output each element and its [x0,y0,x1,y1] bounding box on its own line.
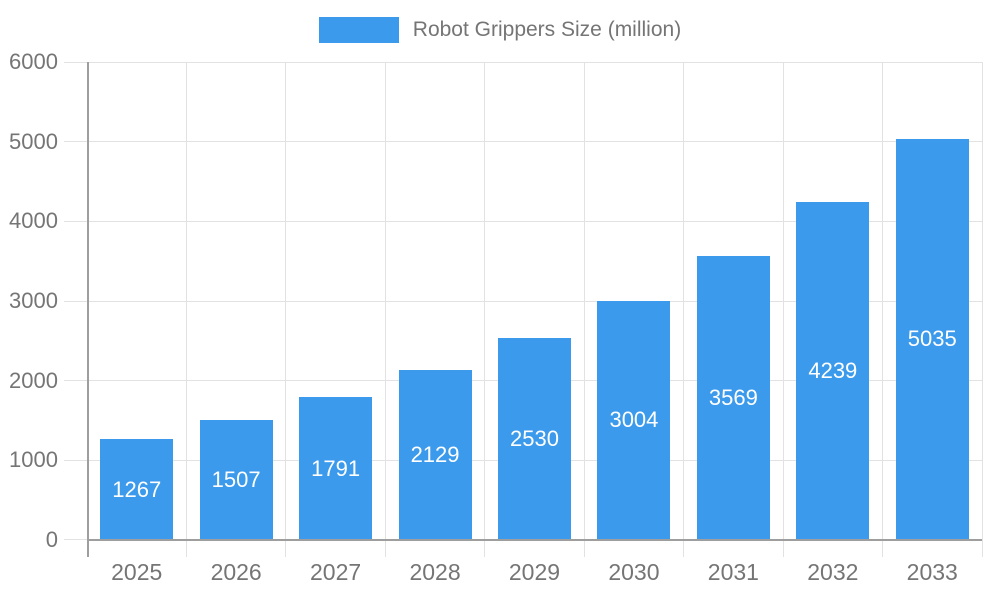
h-gridline-6000 [64,61,982,63]
y-tick-label-6000: 6000 [9,49,58,74]
h-gridline-3000 [64,300,982,302]
x-tick-label-2032: 2032 [807,559,859,585]
v-gridline-8 [882,62,884,557]
x-axis-line [87,539,982,541]
bar-value-label-2026: 1507 [211,466,261,492]
y-tick-label-4000: 4000 [9,208,58,234]
v-gridline-9 [981,62,983,557]
bar-2028[interactable]: 2129 [398,370,472,540]
bar-2031[interactable]: 3569 [696,255,770,540]
v-gridline-4 [484,62,486,557]
x-tick-label-2028: 2028 [409,559,461,585]
h-gridline-4000 [64,220,982,222]
bar-2027[interactable]: 1791 [299,397,373,540]
v-gridline-5 [583,62,585,557]
bar-2026[interactable]: 1507 [199,419,273,540]
legend-swatch-icon [318,17,399,43]
v-gridline-3 [384,62,386,557]
bar-value-label-2029: 2530 [510,426,559,452]
v-gridline-1 [185,62,187,557]
bar-value-label-2028: 2129 [410,442,460,468]
x-tick-label-2030: 2030 [608,559,660,585]
y-tick-label-3000: 3000 [9,288,58,313]
legend-label: Robot Grippers Size (million) [412,18,682,41]
bar-2029[interactable]: 2530 [498,338,571,540]
bar-value-label-2032: 4239 [808,358,858,384]
y-axis-zero-tick [64,539,87,540]
h-gridline-5000 [64,141,982,143]
x-tick-label-2026: 2026 [210,559,262,585]
x-tick-label-2025: 2025 [111,559,163,585]
bar-2033[interactable]: 5035 [895,138,969,540]
bar-value-label-2030: 3004 [609,407,659,433]
bar-value-label-2031: 3569 [708,384,758,410]
y-axis-line [87,62,89,557]
y-tick-label-1000: 1000 [9,447,58,473]
bar-value-label-2033: 5035 [907,326,957,352]
legend-item[interactable]: Robot Grippers Size (million) [0,14,1000,46]
x-tick-label-2027: 2027 [310,559,362,585]
v-gridline-7 [782,62,784,557]
y-tick-label-5000: 5000 [9,128,58,154]
y-tick-label-0: 0 [45,527,58,552]
x-tick-label-2033: 2033 [906,559,958,585]
x-tick-label-2031: 2031 [707,559,759,585]
v-gridline-2 [285,62,287,557]
bar-2030[interactable]: 3004 [597,300,671,540]
v-gridline-6 [683,62,685,557]
y-tick-label-2000: 2000 [9,367,58,393]
x-tick-label-2029: 2029 [508,559,561,585]
bar-value-label-2025: 1267 [112,476,162,502]
bar-2032[interactable]: 4239 [796,202,870,540]
plot-area: 1267 1507 1791 2129 2530 3004 3569 4239 5035 [64,61,983,557]
bar-value-label-2027: 1791 [311,455,361,481]
bar-2025[interactable]: 1267 [100,439,174,540]
